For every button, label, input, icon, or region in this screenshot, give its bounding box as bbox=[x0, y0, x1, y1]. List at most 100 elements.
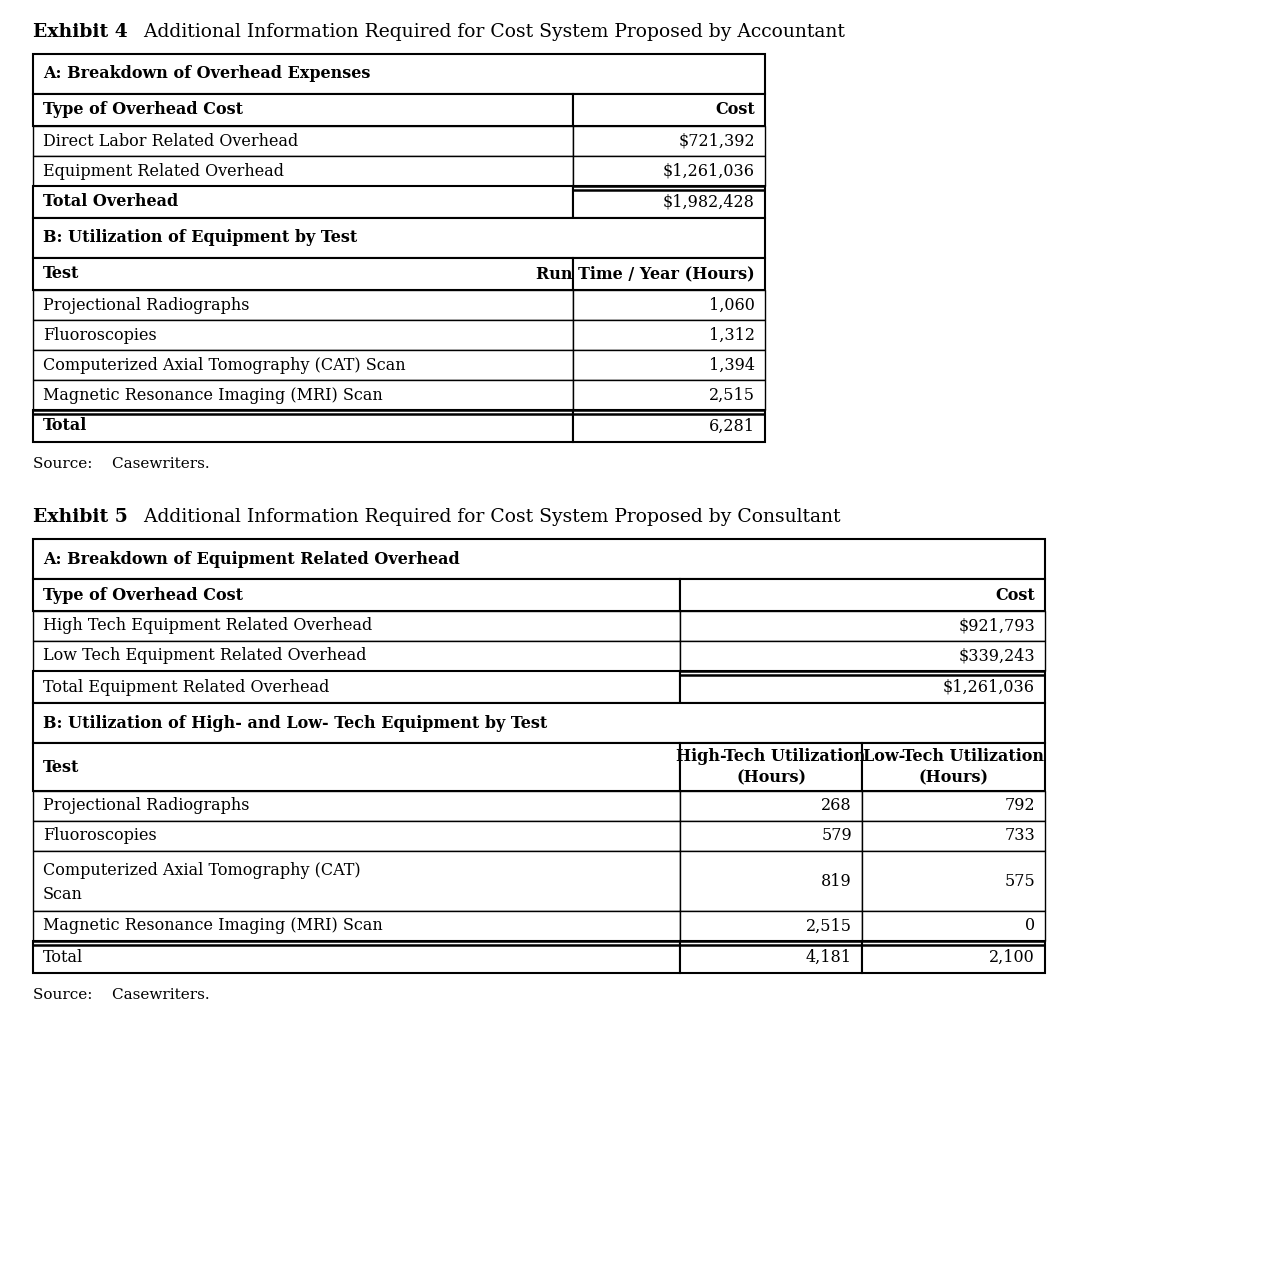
Bar bbox=[680, 911, 863, 941]
Text: A: Breakdown of Overhead Expenses: A: Breakdown of Overhead Expenses bbox=[43, 65, 371, 82]
Bar bbox=[33, 156, 572, 186]
Bar bbox=[33, 671, 680, 703]
Bar bbox=[572, 349, 765, 380]
Text: $721,392: $721,392 bbox=[678, 133, 755, 150]
Text: B: Utilization of High- and Low- Tech Equipment by Test: B: Utilization of High- and Low- Tech Eq… bbox=[43, 714, 547, 731]
Bar bbox=[680, 742, 863, 791]
Text: B: Utilization of Equipment by Test: B: Utilization of Equipment by Test bbox=[43, 229, 357, 247]
Text: Direct Labor Related Overhead: Direct Labor Related Overhead bbox=[43, 133, 299, 150]
Text: Type of Overhead Cost: Type of Overhead Cost bbox=[43, 101, 243, 119]
Bar bbox=[33, 911, 680, 941]
Text: 819: 819 bbox=[821, 873, 852, 890]
Bar bbox=[572, 320, 765, 349]
Text: Projectional Radiographs: Projectional Radiographs bbox=[43, 297, 250, 314]
Text: A: Breakdown of Equipment Related Overhead: A: Breakdown of Equipment Related Overhe… bbox=[43, 550, 460, 567]
Bar bbox=[33, 259, 572, 291]
Text: Test: Test bbox=[43, 265, 79, 283]
Text: Total Overhead: Total Overhead bbox=[43, 193, 178, 210]
Text: Magnetic Resonance Imaging (MRI) Scan: Magnetic Resonance Imaging (MRI) Scan bbox=[43, 918, 383, 934]
Bar bbox=[33, 54, 765, 93]
Bar bbox=[572, 93, 765, 125]
Text: Computerized Axial Tomography (CAT): Computerized Axial Tomography (CAT) bbox=[43, 861, 361, 878]
Text: 579: 579 bbox=[821, 827, 852, 845]
Text: $1,261,036: $1,261,036 bbox=[943, 678, 1035, 695]
Bar bbox=[33, 380, 572, 410]
Text: Magnetic Resonance Imaging (MRI) Scan: Magnetic Resonance Imaging (MRI) Scan bbox=[43, 387, 383, 403]
Bar bbox=[572, 259, 765, 291]
Bar bbox=[33, 410, 572, 442]
Text: 6,281: 6,281 bbox=[709, 417, 755, 434]
Bar bbox=[33, 820, 680, 851]
Text: Exhibit 5: Exhibit 5 bbox=[33, 508, 127, 526]
Text: High-Tech Utilization
(Hours): High-Tech Utilization (Hours) bbox=[676, 748, 866, 786]
Bar bbox=[863, 851, 1045, 911]
Text: 1,394: 1,394 bbox=[709, 357, 755, 374]
Text: Cost: Cost bbox=[715, 101, 755, 119]
Text: Projectional Radiographs: Projectional Radiographs bbox=[43, 797, 250, 814]
Text: Source:    Casewriters.: Source: Casewriters. bbox=[33, 457, 209, 471]
Text: 792: 792 bbox=[1004, 797, 1035, 814]
Bar bbox=[863, 742, 1045, 791]
Bar bbox=[680, 851, 863, 911]
Bar bbox=[33, 703, 1045, 742]
Text: Low-Tech Utilization
(Hours): Low-Tech Utilization (Hours) bbox=[863, 748, 1044, 786]
Bar bbox=[33, 218, 765, 259]
Bar bbox=[680, 791, 863, 820]
Text: Total: Total bbox=[43, 417, 87, 434]
Text: Run Time / Year (Hours): Run Time / Year (Hours) bbox=[536, 265, 755, 283]
Bar bbox=[680, 579, 1045, 611]
Bar bbox=[572, 186, 765, 218]
Text: Total: Total bbox=[43, 948, 83, 965]
Text: Cost: Cost bbox=[995, 586, 1035, 603]
Text: 575: 575 bbox=[1004, 873, 1035, 890]
Bar bbox=[33, 320, 572, 349]
Bar bbox=[33, 791, 680, 820]
Text: 1,060: 1,060 bbox=[709, 297, 755, 314]
Text: 1,312: 1,312 bbox=[709, 326, 755, 343]
Bar bbox=[680, 641, 1045, 671]
Text: Test: Test bbox=[43, 759, 79, 776]
Bar bbox=[33, 186, 572, 218]
Bar bbox=[33, 539, 1045, 579]
Text: 2,515: 2,515 bbox=[806, 918, 852, 934]
Bar bbox=[33, 641, 680, 671]
Text: 0: 0 bbox=[1025, 918, 1035, 934]
Bar bbox=[680, 941, 863, 973]
Text: Additional Information Required for Cost System Proposed by Accountant: Additional Information Required for Cost… bbox=[120, 23, 845, 41]
Bar bbox=[33, 125, 572, 156]
Bar bbox=[680, 820, 863, 851]
Bar bbox=[572, 156, 765, 186]
Bar bbox=[572, 291, 765, 320]
Text: 733: 733 bbox=[1004, 827, 1035, 845]
Text: Scan: Scan bbox=[43, 886, 83, 902]
Bar bbox=[572, 125, 765, 156]
Bar bbox=[33, 291, 572, 320]
Text: 2,100: 2,100 bbox=[989, 948, 1035, 965]
Text: Type of Overhead Cost: Type of Overhead Cost bbox=[43, 586, 243, 603]
Bar bbox=[680, 671, 1045, 703]
Text: $1,982,428: $1,982,428 bbox=[663, 193, 755, 210]
Text: 2,515: 2,515 bbox=[709, 387, 755, 403]
Text: Equipment Related Overhead: Equipment Related Overhead bbox=[43, 163, 284, 179]
Text: Computerized Axial Tomography (CAT) Scan: Computerized Axial Tomography (CAT) Scan bbox=[43, 357, 406, 374]
Text: Fluoroscopies: Fluoroscopies bbox=[43, 827, 156, 845]
Text: Source:    Casewriters.: Source: Casewriters. bbox=[33, 988, 209, 1002]
Bar bbox=[572, 410, 765, 442]
Bar bbox=[572, 380, 765, 410]
Text: 4,181: 4,181 bbox=[806, 948, 852, 965]
Bar bbox=[33, 941, 680, 973]
Bar bbox=[33, 349, 572, 380]
Bar bbox=[33, 742, 680, 791]
Bar bbox=[863, 820, 1045, 851]
Bar bbox=[863, 791, 1045, 820]
Bar bbox=[33, 851, 680, 911]
Text: Additional Information Required for Cost System Proposed by Consultant: Additional Information Required for Cost… bbox=[120, 508, 841, 526]
Text: Fluoroscopies: Fluoroscopies bbox=[43, 326, 156, 343]
Text: Exhibit 4: Exhibit 4 bbox=[33, 23, 127, 41]
Bar bbox=[863, 911, 1045, 941]
Text: Total Equipment Related Overhead: Total Equipment Related Overhead bbox=[43, 678, 329, 695]
Text: 268: 268 bbox=[821, 797, 852, 814]
Text: $921,793: $921,793 bbox=[958, 617, 1035, 635]
Bar bbox=[33, 93, 572, 125]
Text: High Tech Equipment Related Overhead: High Tech Equipment Related Overhead bbox=[43, 617, 372, 635]
